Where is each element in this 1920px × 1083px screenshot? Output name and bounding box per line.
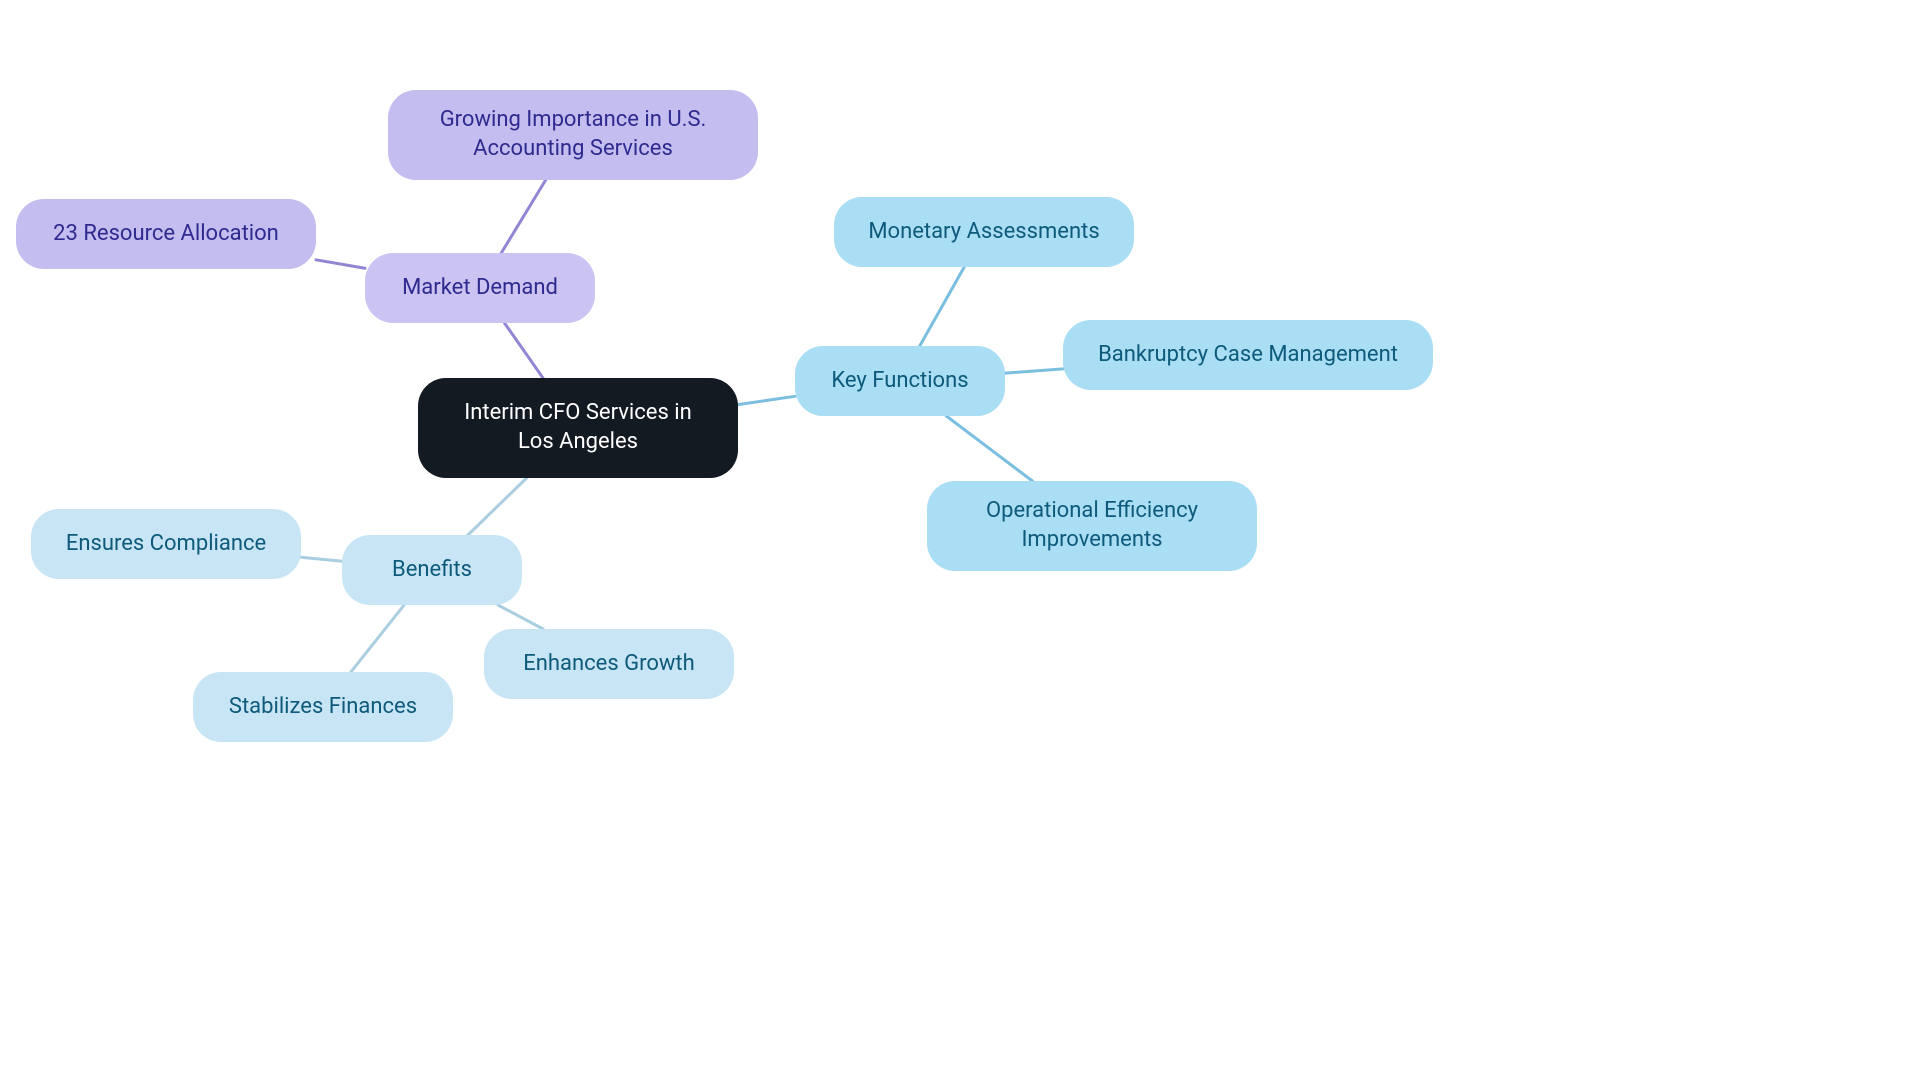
- node-operational-label: Operational Efficiency Improvements: [955, 497, 1229, 554]
- node-root-label: Interim CFO Services in Los Angeles: [446, 399, 710, 456]
- node-resource-allocation-label: 23 Resource Allocation: [53, 220, 279, 249]
- mindmap-canvas: Interim CFO Services in Los Angeles Mark…: [0, 0, 1920, 1083]
- node-root: Interim CFO Services in Los Angeles: [418, 378, 738, 478]
- node-benefits: Benefits: [342, 535, 522, 605]
- node-stabilizes: Stabilizes Finances: [193, 672, 453, 742]
- node-growth: Enhances Growth: [484, 629, 734, 699]
- node-bankruptcy: Bankruptcy Case Management: [1063, 320, 1433, 390]
- node-growing-importance-label: Growing Importance in U.S. Accounting Se…: [416, 106, 730, 163]
- node-market-demand-label: Market Demand: [402, 274, 558, 303]
- node-compliance: Ensures Compliance: [31, 509, 301, 579]
- node-growth-label: Enhances Growth: [523, 650, 695, 679]
- node-stabilizes-label: Stabilizes Finances: [229, 693, 417, 722]
- node-resource-allocation: 23 Resource Allocation: [16, 199, 316, 269]
- node-growing-importance: Growing Importance in U.S. Accounting Se…: [388, 90, 758, 180]
- node-market-demand: Market Demand: [365, 253, 595, 323]
- node-key-functions-label: Key Functions: [831, 367, 968, 396]
- node-monetary: Monetary Assessments: [834, 197, 1134, 267]
- node-benefits-label: Benefits: [392, 556, 472, 585]
- node-operational: Operational Efficiency Improvements: [927, 481, 1257, 571]
- node-bankruptcy-label: Bankruptcy Case Management: [1098, 341, 1398, 370]
- node-key-functions: Key Functions: [795, 346, 1005, 416]
- node-monetary-label: Monetary Assessments: [868, 218, 1099, 247]
- node-compliance-label: Ensures Compliance: [66, 530, 266, 559]
